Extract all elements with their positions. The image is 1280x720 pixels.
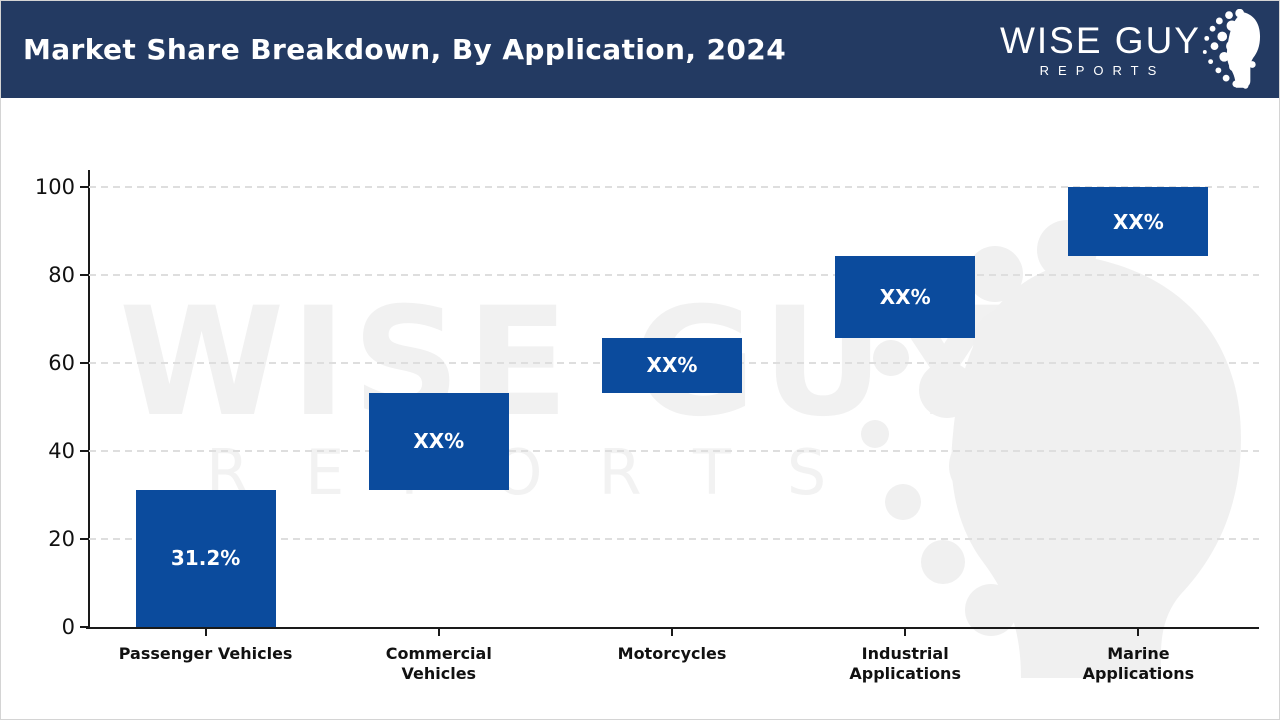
y-axis-tick-label: 0: [61, 615, 75, 639]
x-axis-label: Marine Applications: [1082, 644, 1195, 683]
x-axis-tick: [671, 629, 673, 636]
waterfall-bar-1: 31.2%: [135, 489, 276, 627]
header-bar: Market Share Breakdown, By Application, …: [1, 1, 1279, 98]
y-axis-tick: [80, 186, 88, 188]
y-axis-tick-label: 20: [48, 527, 75, 551]
x-axis-tick: [437, 629, 440, 636]
x-axis-tick: [904, 629, 907, 636]
x-axis-label: Passenger Vehicles: [118, 644, 293, 663]
chart-plot-area: WISE GUY REPORTS 0 20 40 60 80 100 31.2% Passen…: [1, 98, 1279, 719]
y-axis-tick: [80, 538, 88, 540]
y-axis-tick: [80, 626, 88, 628]
logo-text: WISE GUY REPORTS: [1000, 22, 1201, 78]
logo-subtitle: REPORTS: [1039, 62, 1166, 78]
y-axis-tick-label: 40: [48, 439, 75, 463]
gridline: [89, 538, 1259, 540]
x-axis-tick: [1137, 629, 1140, 636]
gridline: [89, 450, 1259, 452]
bar-value-label: XX%: [879, 284, 931, 309]
logo-wordmark: WISE GUY: [999, 19, 1201, 61]
x-axis-tick: [204, 629, 207, 636]
wise-guy-reports-logo: WISE GUY REPORTS: [1000, 8, 1261, 91]
x-axis-label: Commercial Vehicles: [385, 644, 492, 683]
x-axis-label: Industrial Applications: [849, 644, 961, 683]
bar-value-label: XX%: [1112, 209, 1164, 234]
waterfall-bar-2: XX%: [368, 392, 509, 490]
bar-value-label: XX%: [646, 353, 698, 378]
y-axis-tick: [80, 274, 88, 276]
waterfall-bar-3: XX%: [602, 337, 742, 393]
waterfall-bar-5: XX%: [1068, 187, 1209, 257]
watermark-subtitle: REPORTS: [206, 436, 883, 509]
dotted-head-logo-icon: [1202, 8, 1261, 89]
y-axis-tick-label: 100: [34, 175, 75, 199]
y-axis-line: [88, 170, 90, 629]
waterfall-bar-4: XX%: [835, 256, 976, 338]
x-axis-line: [86, 627, 1259, 629]
gridline: [89, 186, 1259, 188]
y-axis-tick: [80, 450, 88, 452]
gridline: [89, 274, 1259, 276]
x-axis-label: Motorcycles: [617, 644, 727, 663]
chart-title: Market Share Breakdown, By Application, …: [23, 33, 787, 66]
y-axis-tick-label: 80: [48, 263, 75, 287]
bar-value-label: 31.2%: [170, 546, 241, 571]
y-axis-tick: [80, 362, 88, 364]
bar-value-label: XX%: [413, 429, 465, 454]
y-axis-tick-label: 60: [48, 351, 75, 375]
